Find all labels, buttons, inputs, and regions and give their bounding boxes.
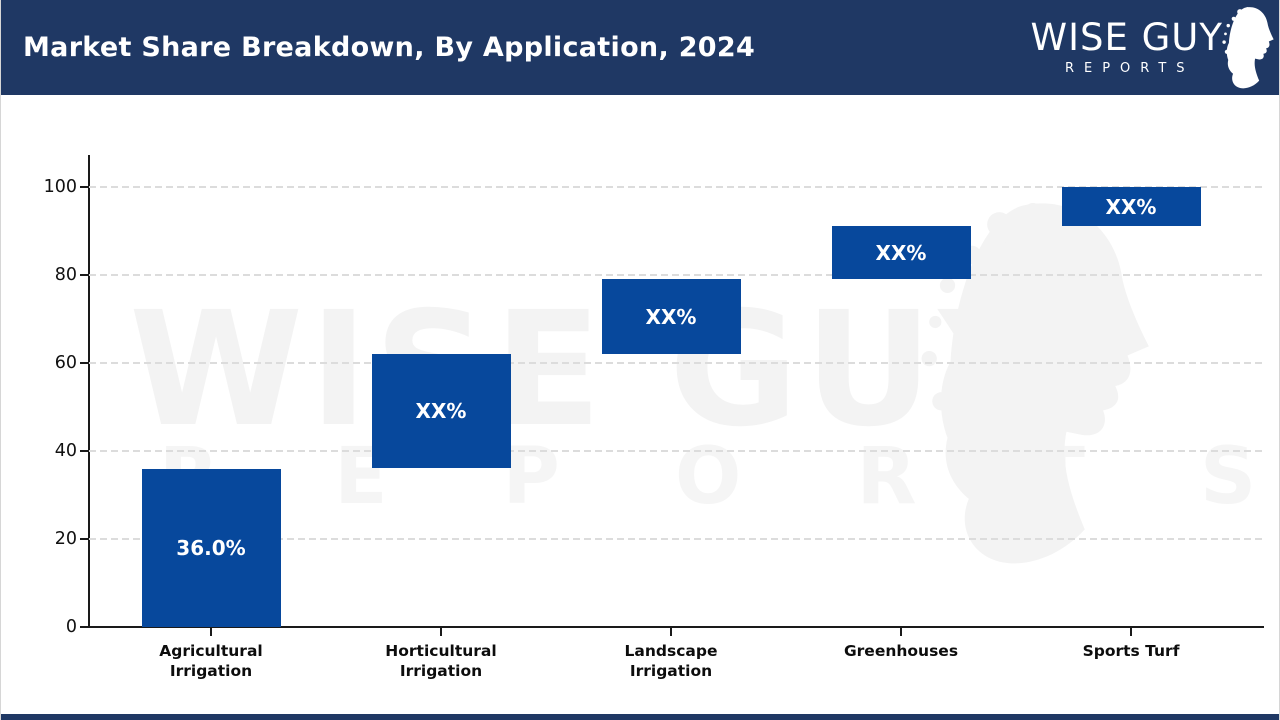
category-label: Greenhouses [843, 642, 959, 660]
y-tick-mark [80, 273, 89, 276]
category-label: Agricultural Irrigation [159, 642, 263, 680]
category-label: Landscape Irrigation [624, 642, 718, 680]
bar-value-label: XX% [415, 399, 467, 424]
waterfall-bar-segment: XX% [831, 226, 971, 280]
bar-value-label: XX% [645, 304, 697, 329]
y-tick-label: 0 [65, 617, 77, 637]
y-gridline [89, 273, 1263, 276]
x-tick-mark [210, 628, 212, 636]
y-gridline [89, 449, 1263, 452]
y-tick-mark [80, 537, 89, 540]
y-tick-mark [80, 449, 89, 452]
wiseguy-logo: WISE GUY REPORTS [1031, 0, 1279, 95]
waterfall-bar-segment: XX% [1061, 186, 1201, 227]
footer-bar [1, 714, 1279, 720]
page-title: Market Share Breakdown, By Application, … [23, 32, 756, 63]
bar-value-label: XX% [875, 240, 927, 265]
x-tick-mark [900, 628, 902, 636]
y-tick-label: 20 [54, 528, 77, 549]
waterfall-bar-segment: 36.0% [141, 468, 281, 627]
header: Market Share Breakdown, By Application, … [1, 0, 1279, 95]
logo-wordmark: WISE GUY [1030, 16, 1223, 59]
y-axis-line [88, 155, 90, 628]
y-gridline [89, 537, 1263, 540]
y-gridline [89, 361, 1263, 364]
bar-value-label: XX% [1105, 194, 1157, 219]
y-gridline [89, 185, 1263, 188]
y-tick-mark [80, 185, 89, 188]
y-tick-label: 60 [54, 352, 77, 373]
waterfall-bar-segment: XX% [371, 354, 511, 469]
category-label: Sports Turf [1082, 642, 1180, 660]
y-tick-label: 100 [43, 176, 77, 197]
logo-text: WISE GUY REPORTS [1031, 19, 1223, 76]
x-axis-line [88, 626, 1264, 628]
y-tick-mark [80, 361, 89, 364]
y-tick-label: 80 [54, 264, 77, 285]
category-label: Horticultural Irrigation [385, 642, 497, 680]
bar-value-label: 36.0% [176, 535, 246, 560]
x-tick-mark [670, 628, 672, 636]
y-tick-mark [80, 626, 89, 628]
y-tick-label: 40 [54, 440, 77, 461]
logo-subtitle: REPORTS [1064, 61, 1195, 76]
x-tick-mark [1130, 628, 1132, 636]
x-tick-mark [440, 628, 442, 636]
waterfall-bar-segment: XX% [601, 279, 741, 355]
